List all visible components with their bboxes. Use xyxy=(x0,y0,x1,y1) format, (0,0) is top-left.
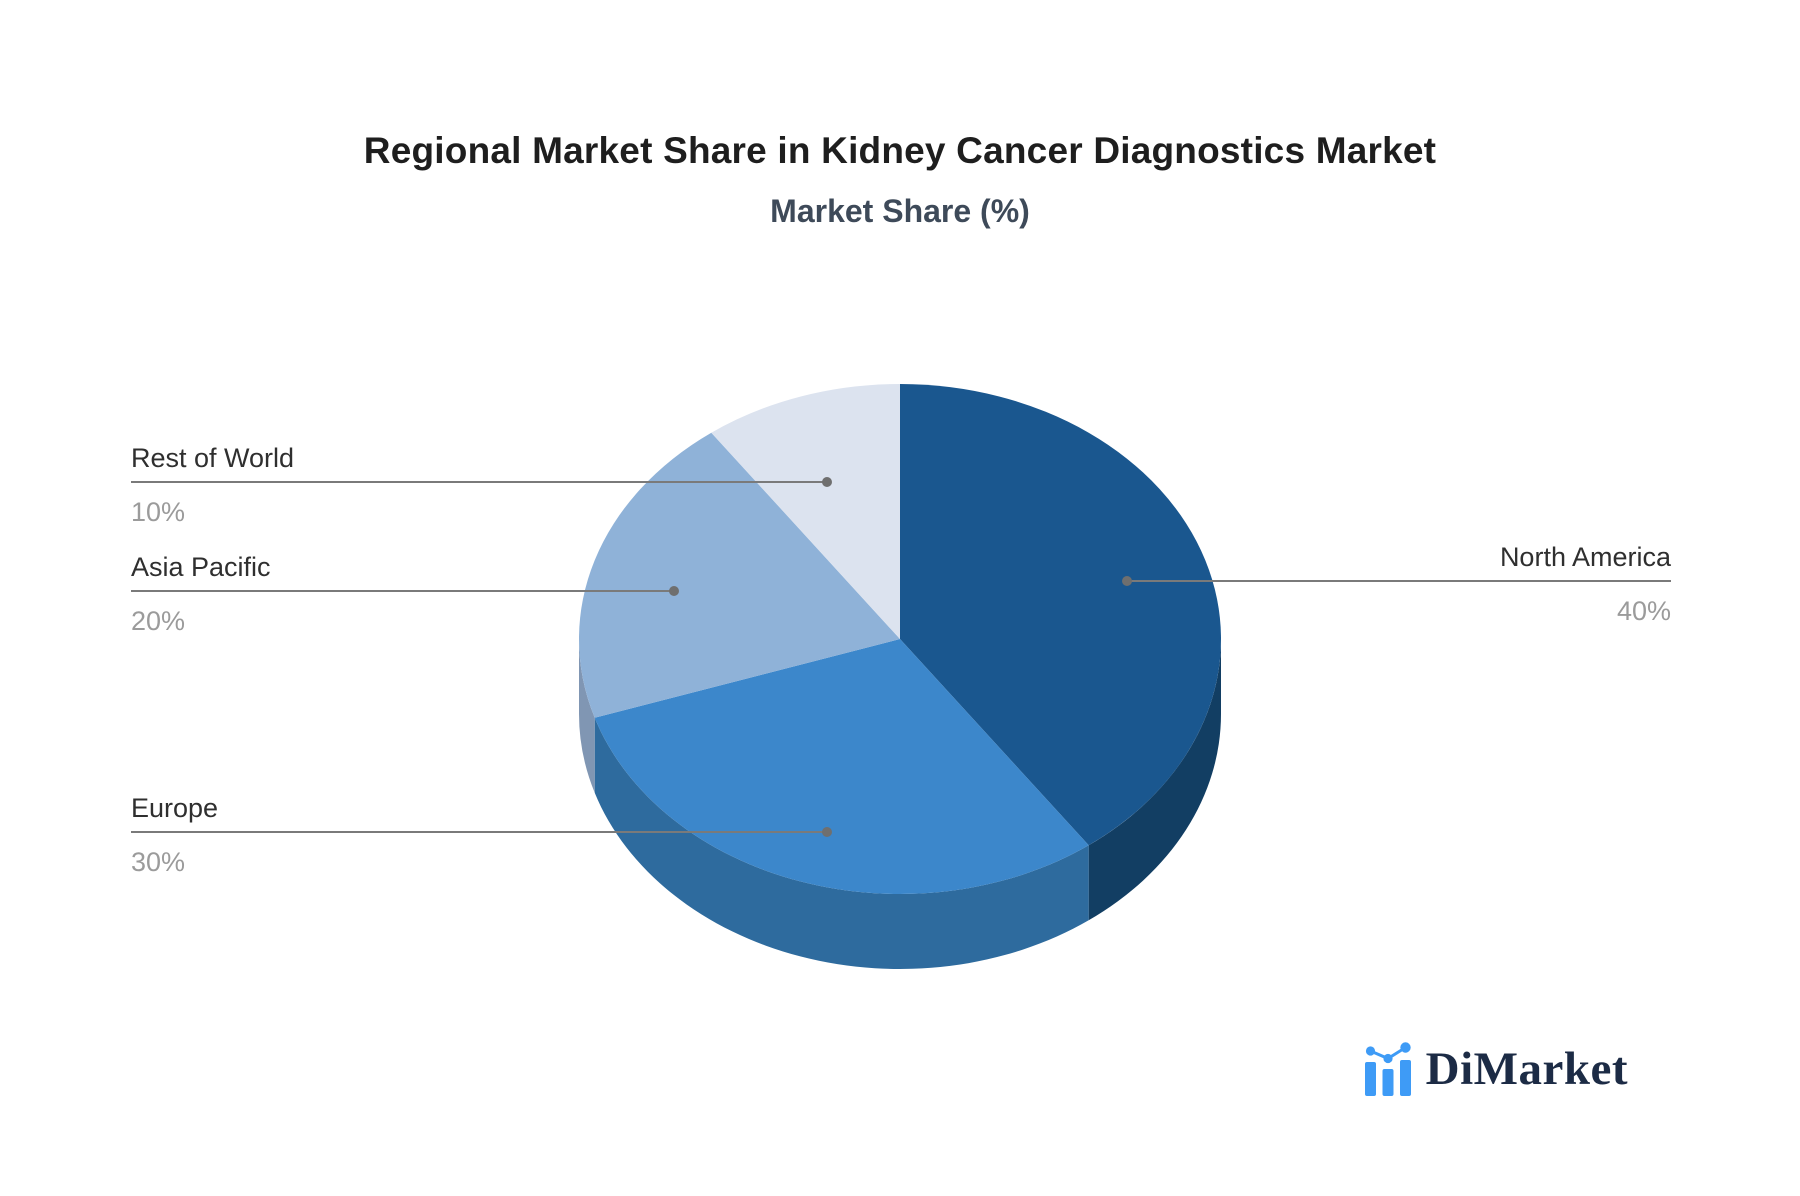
pie-slice-rest-of-world[interactable] xyxy=(711,384,900,639)
brand-logo: DiMarket xyxy=(1363,1040,1628,1098)
bar-chart-logo-icon xyxy=(1364,1042,1411,1096)
pie-slice-europe[interactable] xyxy=(594,639,1089,895)
leader-dot-north-america xyxy=(1122,576,1132,586)
chart-title: Regional Market Share in Kidney Cancer D… xyxy=(363,130,1437,171)
pie-slice-side-europe xyxy=(594,717,1089,970)
leader-dot-rest-of-world xyxy=(822,477,832,487)
pie-slice-side-north-america xyxy=(1088,639,1221,921)
pie-slice-north-america[interactable] xyxy=(900,384,1222,846)
brand-name: DiMarket xyxy=(1425,1043,1628,1095)
pie-slice-side-asia-pacific xyxy=(579,639,595,793)
pie-slice-asia-pacific[interactable] xyxy=(579,432,900,718)
leader-dot-asia-pacific xyxy=(669,586,679,596)
chart-subtitle: Market Share (%) xyxy=(770,193,1030,229)
leader-dot-europe xyxy=(822,827,832,837)
